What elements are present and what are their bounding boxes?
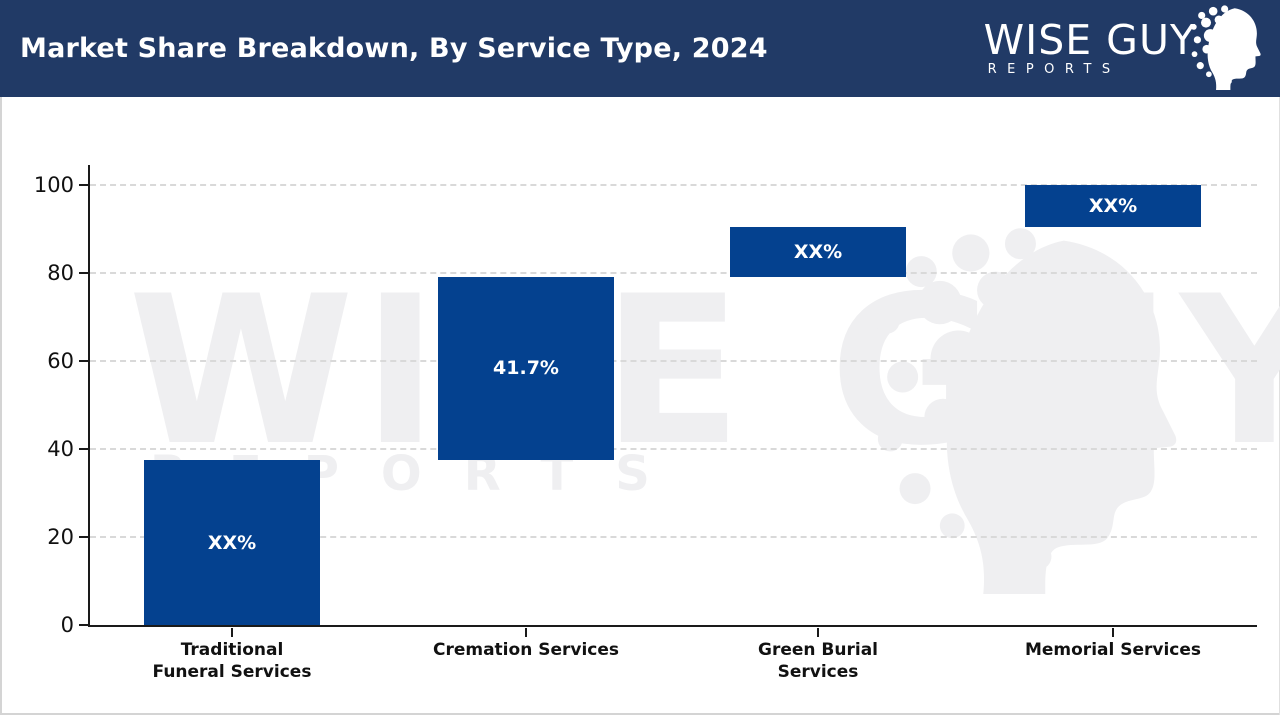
y-axis-tick-80 [79, 272, 88, 274]
y-axis-tick-40 [79, 448, 88, 450]
gridline-20 [90, 536, 1257, 538]
x-axis-tick-memorial-services [1112, 628, 1114, 637]
gridline-100 [90, 184, 1257, 186]
x-axis-tick-cremation-services [525, 628, 527, 637]
x-axis-tick-traditional-funeral-services [231, 628, 233, 637]
bar-value-label: 41.7% [493, 357, 559, 380]
y-axis-label-0: 0 [60, 613, 74, 637]
bar-value-label: XX% [207, 531, 257, 554]
bar-memorial-services: XX% [1025, 185, 1201, 227]
bar-green-burial-services: XX% [730, 226, 906, 277]
brand-name: WISE GUY [983, 15, 1196, 64]
page-left-rule [0, 97, 2, 715]
x-axis-tick-green-burial-services [817, 628, 819, 637]
y-axis-tick-0 [79, 624, 88, 626]
head-profile-icon [1182, 4, 1268, 90]
header-bar: Market Share Breakdown, By Service Type,… [0, 0, 1280, 97]
y-axis-label-40: 40 [47, 437, 74, 461]
y-axis-tick-60 [79, 360, 88, 362]
y-axis-label-100: 100 [33, 173, 74, 197]
plot-area: 0 20 40 60 80 100 XX% Traditional Funeral Servic… [34, 165, 1257, 682]
y-axis-tick-20 [79, 536, 88, 538]
x-axis-label-cremation-services: Cremation Services [432, 640, 620, 660]
bar-cremation-services: 41.7% [438, 276, 614, 460]
brand-logo-text: WISE GUY REPORTS [984, 18, 1196, 77]
x-axis-label-memorial-services: Memorial Services [1024, 640, 1202, 660]
brand-tagline: REPORTS [987, 61, 1121, 77]
brand-logo: WISE GUY REPORTS [984, 4, 1268, 90]
x-axis-label-traditional-funeral-services: Traditional Funeral Services [152, 640, 312, 682]
x-axis-label-green-burial-services: Green Burial Services [758, 640, 878, 682]
page-bottom-rule [0, 713, 1280, 715]
gridline-80 [90, 272, 1257, 274]
y-axis-tick-100 [79, 184, 88, 186]
y-axis-label-20: 20 [47, 525, 74, 549]
chart-title: Market Share Breakdown, By Service Type,… [20, 33, 768, 64]
bar-value-label: XX% [1088, 194, 1138, 217]
gridline-40 [90, 448, 1257, 450]
y-axis-label-60: 60 [47, 349, 74, 373]
bar-value-label: XX% [793, 240, 843, 263]
gridline-60 [90, 360, 1257, 362]
bar-traditional-funeral-services: XX% [144, 460, 320, 625]
y-axis-label-80: 80 [47, 261, 74, 285]
